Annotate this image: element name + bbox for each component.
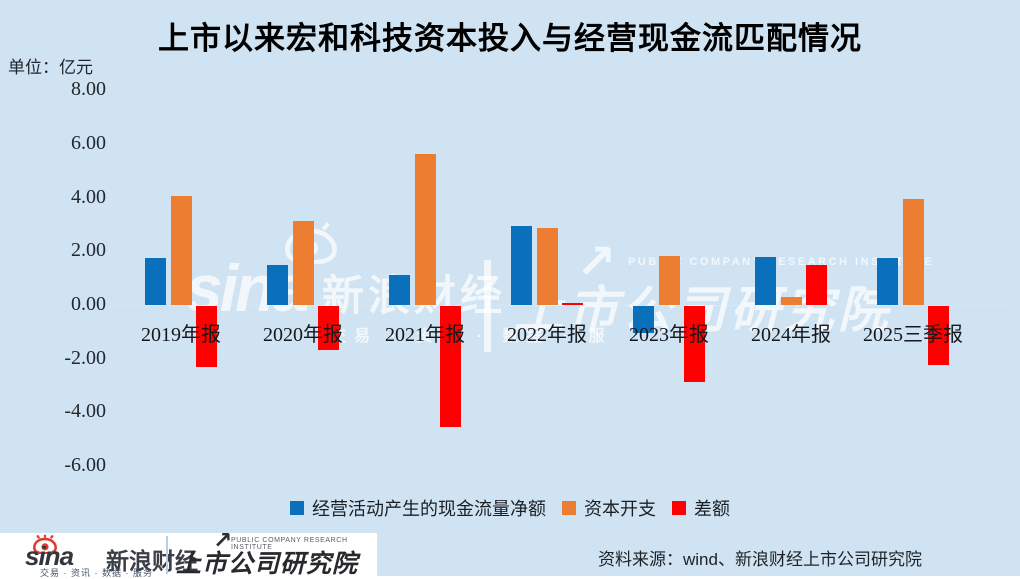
sina-tagline: 交易 · 资讯 · 数据 · 服务 xyxy=(40,568,153,578)
chart-title: 上市以来宏和科技资本投入与经营现金流匹配情况 xyxy=(158,21,862,56)
x-axis-label-2025三季报: 2025三季报 xyxy=(863,324,963,346)
legend-swatch-red xyxy=(672,501,686,515)
x-axis-label-2020年报: 2020年报 xyxy=(263,324,343,346)
legend: 经营活动产生的现金流量净额 资本开支 差额 xyxy=(0,495,1020,521)
x-axis-zero-line xyxy=(113,305,1007,306)
y-axis-tick-8.00: 8.00 xyxy=(71,78,106,101)
sina-logo-wordmark: sina xyxy=(25,541,74,571)
bottom-edge-strip xyxy=(0,576,1020,579)
data-source-note: 资料来源：wind、新浪财经上市公司研究院 xyxy=(598,550,922,569)
legend-label: 经营活动产生的现金流量净额 xyxy=(312,499,546,519)
bar-series1-2019年报 xyxy=(170,196,192,305)
bar-series1-2023年报 xyxy=(658,255,680,305)
legend-swatch-blue xyxy=(290,501,304,515)
x-axis-label-2022年报: 2022年报 xyxy=(507,324,587,346)
bar-series0-2020年报 xyxy=(267,264,288,305)
legend-item-capex: 资本开支 xyxy=(562,495,656,521)
axis-unit-label: 单位：亿元 xyxy=(8,58,93,77)
legend-item-difference: 差额 xyxy=(672,495,730,521)
bar-series2-2024年报 xyxy=(806,265,827,305)
footer-divider xyxy=(166,536,168,574)
y-axis-tick--6.00: -6.00 xyxy=(64,454,106,477)
sina-eye-icon xyxy=(30,534,60,559)
y-axis-tick-2.00: 2.00 xyxy=(71,239,106,262)
y-axis-tick-4.00: 4.00 xyxy=(71,185,106,208)
bar-series0-2022年报 xyxy=(511,226,532,305)
x-axis-label-2019年报: 2019年报 xyxy=(141,324,221,346)
institute-arrow-icon: ↗ xyxy=(213,527,233,553)
bar-series1-2020年报 xyxy=(292,220,314,305)
bar-series0-2023年报 xyxy=(633,306,654,333)
bar-series2-2023年报 xyxy=(684,306,705,382)
legend-item-operating-cashflow: 经营活动产生的现金流量净额 xyxy=(290,495,546,521)
legend-swatch-orange xyxy=(562,501,576,515)
sina-finance-name: 新浪财经 xyxy=(106,548,198,574)
bar-series1-2022年报 xyxy=(536,228,558,305)
x-axis-label-2024年报: 2024年报 xyxy=(751,324,831,346)
bar-series1-2025三季报 xyxy=(902,198,924,305)
legend-label: 资本开支 xyxy=(584,499,656,519)
bar-series2-2020年报 xyxy=(318,306,339,351)
bar-series2-2022年报 xyxy=(562,302,583,305)
bar-series2-2025三季报 xyxy=(928,306,949,366)
y-axis-tick-0.00: 0.00 xyxy=(71,293,106,315)
x-axis-label-2023年报: 2023年报 xyxy=(629,324,709,346)
y-axis-tick--2.00: -2.00 xyxy=(64,346,106,369)
y-axis-tick--4.00: -4.00 xyxy=(64,400,106,423)
bar-series2-2019年报 xyxy=(196,306,217,368)
bar-series0-2025三季报 xyxy=(877,258,898,305)
bar-series1-2024年报 xyxy=(780,296,802,305)
bar-series0-2019年报 xyxy=(145,257,166,305)
bar-series1-2021年报 xyxy=(414,154,436,305)
institute-logo-name: 上市公司研究院 xyxy=(176,550,359,578)
institute-caps-label: PUBLIC COMPANY RESEARCH INSTITUTE xyxy=(231,537,348,551)
x-axis-label-2021年报: 2021年报 xyxy=(385,324,465,346)
bar-series2-2021年报 xyxy=(440,306,461,427)
bar-series0-2021年报 xyxy=(389,274,410,305)
legend-label: 差额 xyxy=(694,499,730,519)
footer-logo-panel: sina 新浪财经 交易 · 资讯 · 数据 · 服务 ↗ PUBLIC COM… xyxy=(0,527,377,579)
y-axis-tick-6.00: 6.00 xyxy=(71,131,106,154)
watermark-arrow-icon: ↗ xyxy=(576,236,617,289)
bar-series0-2024年报 xyxy=(755,256,776,305)
